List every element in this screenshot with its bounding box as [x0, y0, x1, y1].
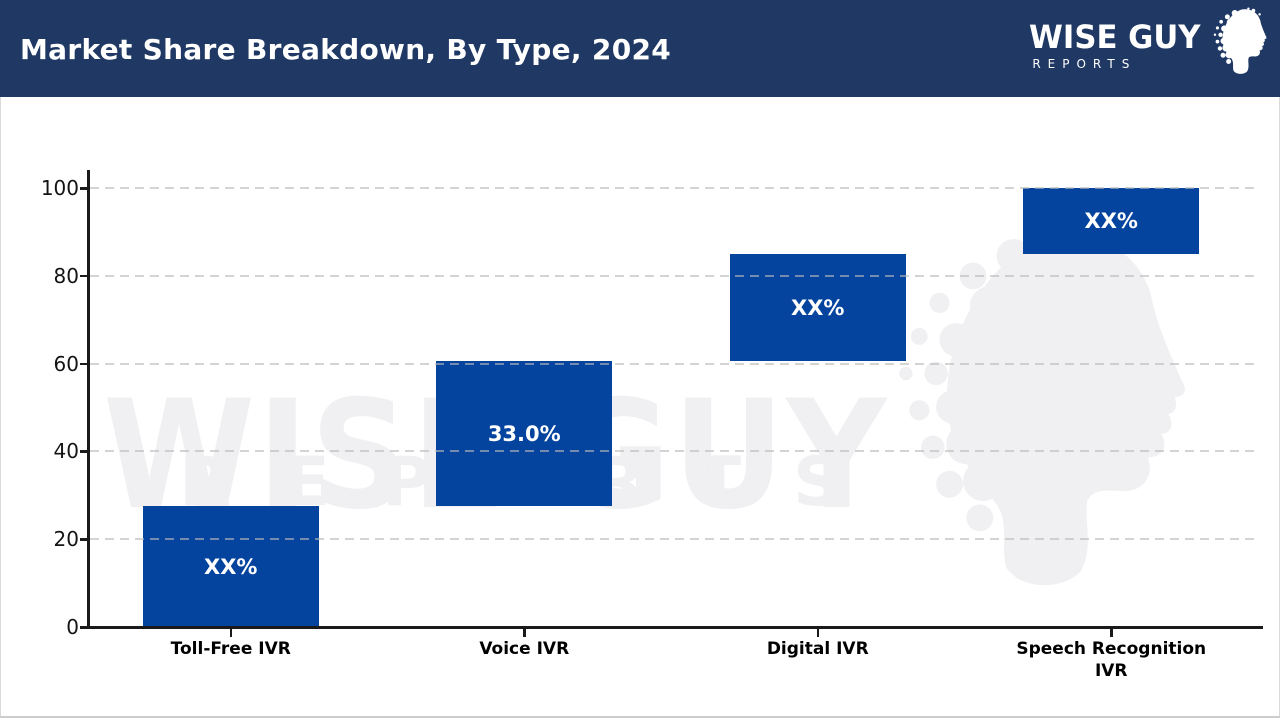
logo-head-icon: [1213, 7, 1267, 74]
y-tick-mark: [80, 538, 89, 541]
y-tick-mark: [80, 187, 89, 190]
y-tick-mark: [80, 450, 89, 453]
y-tick-mark: [80, 626, 89, 629]
logo-wordmark: WISE GUY: [1029, 18, 1201, 56]
bar-speech-recognition-ivr: XX%: [1023, 188, 1200, 254]
y-tick-label: 40: [53, 439, 79, 464]
brand-logo: WISE GUY REPORTS: [1029, 6, 1272, 76]
bar-value-label: XX%: [1084, 208, 1138, 233]
gridline-40: [90, 450, 1260, 453]
x-tick-mark: [816, 628, 820, 637]
x-tick-mark: [229, 628, 233, 637]
x-tick-mark: [523, 628, 526, 637]
watermark-head-icon: [899, 234, 1185, 586]
chart-canvas: WISE GUY REPORTS 020406080100XX%Toll-Fre…: [0, 97, 1280, 716]
y-tick-label: 80: [53, 263, 79, 288]
category-label: Digital IVR: [766, 639, 869, 659]
bar-value-label: XX%: [791, 295, 845, 320]
y-tick-label: 20: [53, 527, 79, 552]
logo-subtext: REPORTS: [1032, 57, 1137, 71]
y-axis-line: [87, 170, 90, 629]
gridline-60: [90, 362, 1260, 365]
y-tick-mark: [80, 274, 89, 278]
bar-voice-ivr: 33.0%: [436, 361, 613, 507]
category-label: Toll-Free IVR: [170, 639, 291, 659]
y-tick-label: 100: [40, 176, 79, 200]
gridline-80: [90, 274, 1260, 277]
y-tick-mark: [80, 362, 89, 366]
y-tick-label: 0: [66, 615, 79, 639]
gridline-100: [90, 187, 1260, 189]
category-label: Voice IVR: [479, 639, 570, 659]
bar-value-label: XX%: [204, 554, 258, 579]
y-tick-label: 60: [53, 351, 79, 376]
category-label: Speech Recognition IVR: [1016, 639, 1207, 681]
bar-value-label: 33.0%: [487, 421, 561, 446]
page-title: Market Share Breakdown, By Type, 2024: [20, 33, 672, 66]
header: Market Share Breakdown, By Type, 2024 WI…: [0, 0, 1280, 97]
bar-toll-free-ivr: XX%: [142, 506, 319, 627]
gridline-20: [90, 538, 1260, 541]
footer-divider: [0, 716, 1280, 718]
x-axis-line: [87, 626, 1263, 629]
bar-digital-ivr: XX%: [729, 253, 906, 362]
x-tick-mark: [1110, 628, 1113, 637]
